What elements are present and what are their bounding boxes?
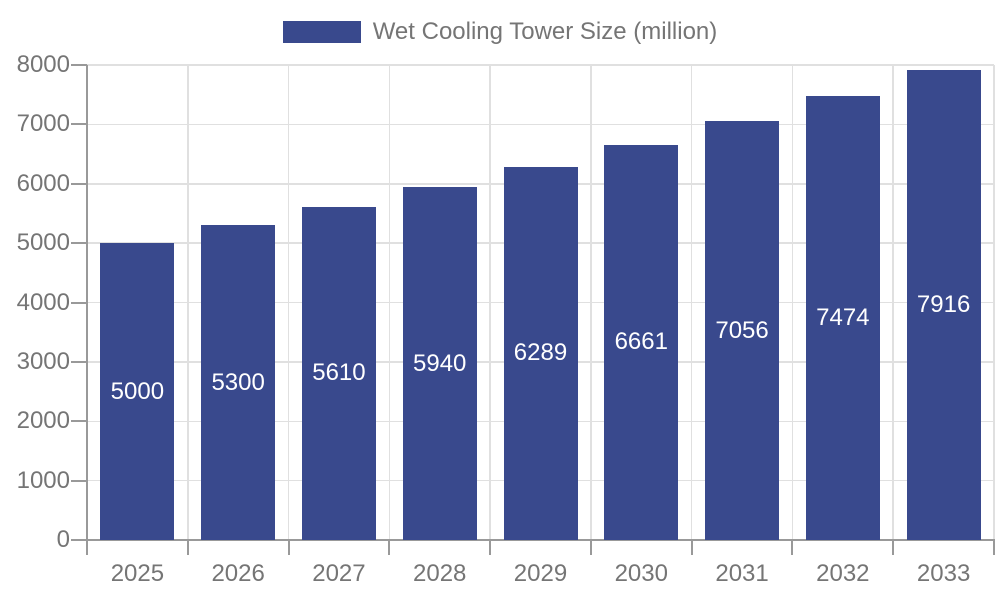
y-axis-tick xyxy=(71,360,87,363)
x-tick-label: 2028 xyxy=(413,560,467,587)
y-tick-label: 6000 xyxy=(16,169,70,197)
x-gridline xyxy=(993,65,995,540)
x-axis-tick xyxy=(186,540,189,555)
bar-2027[interactable] xyxy=(301,206,376,540)
y-gridline xyxy=(87,123,994,126)
x-axis-tick xyxy=(589,540,592,555)
x-axis-tick xyxy=(287,540,290,555)
x-gridline xyxy=(590,65,592,540)
bar-2025[interactable] xyxy=(100,243,175,540)
x-axis-tick xyxy=(791,540,794,555)
x-gridline xyxy=(187,65,189,540)
x-gridline xyxy=(287,65,290,540)
x-axis-tick xyxy=(489,540,492,555)
y-axis-line xyxy=(86,65,88,540)
x-gridline xyxy=(791,65,794,540)
y-tick-label: 2000 xyxy=(16,407,70,435)
legend-item[interactable]: Wet Cooling Tower Size (million) xyxy=(0,17,1000,47)
x-tick-label: 2026 xyxy=(211,560,265,587)
y-axis-tick xyxy=(71,182,87,185)
x-axis-tick xyxy=(86,540,88,555)
y-axis-tick xyxy=(71,301,87,304)
x-axis-tick xyxy=(388,540,391,555)
y-axis-tick xyxy=(71,420,87,423)
y-axis-tick xyxy=(71,123,87,126)
y-axis-tick xyxy=(71,64,87,66)
y-tick-label: 7000 xyxy=(16,110,70,138)
bar-2032[interactable] xyxy=(805,96,880,540)
bar-2029[interactable] xyxy=(503,166,578,540)
x-gridline xyxy=(690,65,693,540)
x-gridline xyxy=(892,65,894,540)
x-axis-line xyxy=(86,539,995,541)
y-tick-label: 0 xyxy=(56,526,70,553)
x-tick-label: 2027 xyxy=(312,560,366,587)
y-axis-tick xyxy=(71,242,87,245)
y-tick-label: 3000 xyxy=(16,347,70,375)
x-axis-tick xyxy=(690,540,693,555)
x-tick-label: 2029 xyxy=(513,560,568,587)
x-axis-tick xyxy=(892,540,895,555)
legend-swatch xyxy=(282,21,361,43)
x-gridline xyxy=(388,65,391,540)
bar-2031[interactable] xyxy=(705,121,780,540)
x-tick-label: 2033 xyxy=(916,560,971,587)
y-axis-tick xyxy=(71,539,87,541)
y-tick-label: 8000 xyxy=(16,51,70,78)
y-axis-tick xyxy=(71,479,87,482)
x-tick-label: 2031 xyxy=(715,560,769,587)
bar-2026[interactable] xyxy=(201,225,276,540)
bar-2033[interactable] xyxy=(906,69,981,540)
y-tick-label: 4000 xyxy=(16,288,70,316)
y-tick-label: 5000 xyxy=(16,229,70,257)
x-gridline xyxy=(489,65,491,540)
legend-label: Wet Cooling Tower Size (million) xyxy=(372,18,718,45)
bar-2030[interactable] xyxy=(604,144,679,540)
x-tick-label: 2025 xyxy=(110,560,165,587)
x-tick-label: 2032 xyxy=(816,560,870,587)
y-gridline xyxy=(87,64,994,66)
x-axis-tick xyxy=(993,540,995,555)
bar-2028[interactable] xyxy=(402,187,477,540)
x-tick-label: 2030 xyxy=(614,560,668,587)
y-tick-label: 1000 xyxy=(16,466,70,494)
